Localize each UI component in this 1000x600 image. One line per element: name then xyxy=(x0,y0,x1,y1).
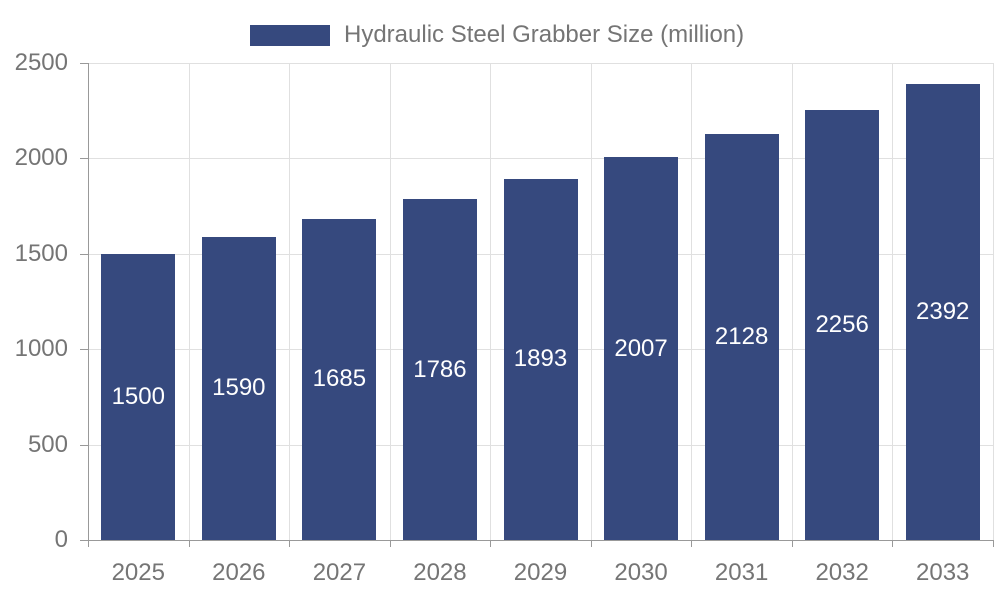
y-gridline xyxy=(88,63,994,64)
bar[interactable] xyxy=(704,133,779,540)
y-tick-label: 1500 xyxy=(14,240,68,267)
bar-value-label: 2256 xyxy=(815,310,869,338)
x-axis-tick xyxy=(289,540,290,547)
x-tick-label: 2031 xyxy=(714,559,769,586)
y-axis-tick xyxy=(80,63,88,64)
bar[interactable] xyxy=(604,157,679,540)
bar[interactable] xyxy=(503,178,578,540)
x-tick-label: 2033 xyxy=(916,559,970,586)
y-axis-tick xyxy=(80,254,88,255)
x-gridline xyxy=(390,63,391,540)
bar-value-label: 2392 xyxy=(916,297,970,325)
y-tick-label: 0 xyxy=(54,526,68,553)
x-tick-label: 2027 xyxy=(312,559,367,586)
legend-item[interactable]: Hydraulic Steel Grabber Size (million) xyxy=(250,21,744,49)
y-tick-label: 1000 xyxy=(14,335,68,362)
y-tick-label: 500 xyxy=(27,431,68,458)
x-axis-line xyxy=(88,540,994,541)
x-tick-label: 2026 xyxy=(212,559,266,586)
y-axis-tick xyxy=(80,349,88,350)
x-axis-tick xyxy=(591,540,592,547)
x-gridline xyxy=(792,63,793,540)
bar-value-label: 2007 xyxy=(614,334,668,362)
bar-value-label: 1685 xyxy=(312,365,367,393)
bar-value-label: 1893 xyxy=(513,345,568,373)
x-gridline xyxy=(993,63,994,540)
x-tick-label: 2025 xyxy=(111,559,165,586)
bar-value-label: 1500 xyxy=(111,382,165,410)
x-axis-tick xyxy=(993,540,994,547)
x-gridline xyxy=(189,63,190,540)
y-axis-tick xyxy=(80,445,88,446)
y-gridline xyxy=(88,158,994,159)
x-axis-tick xyxy=(691,540,692,547)
bar[interactable] xyxy=(805,109,880,540)
bar[interactable] xyxy=(402,199,477,540)
x-axis-tick xyxy=(88,540,89,547)
bar[interactable] xyxy=(302,218,377,540)
x-gridline xyxy=(289,63,290,540)
y-tick-label: 2500 xyxy=(14,49,68,76)
x-tick-label: 2032 xyxy=(815,559,869,586)
x-axis-tick xyxy=(390,540,391,547)
x-axis-tick xyxy=(189,540,190,547)
bar[interactable] xyxy=(905,83,980,540)
x-tick-label: 2030 xyxy=(614,559,668,586)
x-axis-tick xyxy=(792,540,793,547)
y-axis-tick xyxy=(80,158,88,159)
x-gridline xyxy=(892,63,893,540)
bar-value-label: 2128 xyxy=(714,322,769,350)
legend-label: Hydraulic Steel Grabber Size (million) xyxy=(344,21,745,48)
bar[interactable] xyxy=(101,253,176,540)
y-axis-line xyxy=(88,63,89,541)
y-axis-tick xyxy=(80,540,88,541)
x-tick-label: 2029 xyxy=(513,559,568,586)
x-axis-tick xyxy=(892,540,893,547)
x-tick-label: 2028 xyxy=(413,559,467,586)
x-gridline xyxy=(490,63,491,540)
y-tick-label: 2000 xyxy=(14,144,68,171)
x-axis-tick xyxy=(490,540,491,547)
x-gridline xyxy=(591,63,592,540)
bar[interactable] xyxy=(201,236,276,540)
bar-value-label: 1590 xyxy=(212,374,266,402)
x-gridline xyxy=(691,63,692,540)
legend-swatch-icon xyxy=(250,24,330,46)
bar-value-label: 1786 xyxy=(413,355,467,383)
